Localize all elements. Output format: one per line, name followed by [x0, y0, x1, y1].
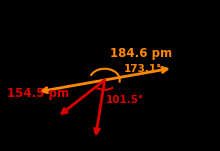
Text: 173.1°: 173.1°: [124, 64, 163, 74]
Text: 184.6 pm: 184.6 pm: [110, 47, 172, 60]
Text: 101.5°: 101.5°: [106, 95, 144, 105]
Text: 154.5 pm: 154.5 pm: [7, 87, 69, 100]
